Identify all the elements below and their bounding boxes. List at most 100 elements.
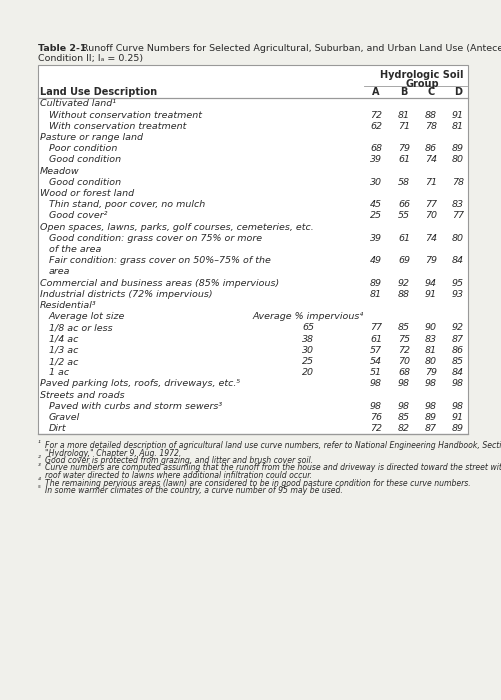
Text: Residential³: Residential³ bbox=[40, 301, 96, 310]
Text: "Hydrology," Chapter 9, Aug. 1972.: "Hydrology," Chapter 9, Aug. 1972. bbox=[45, 449, 181, 458]
Text: 51: 51 bbox=[369, 368, 381, 377]
Text: The remaining pervious areas (lawn) are considered to be in good pasture conditi: The remaining pervious areas (lawn) are … bbox=[45, 479, 470, 487]
Text: 86: 86 bbox=[451, 346, 463, 355]
Text: 54: 54 bbox=[369, 357, 381, 366]
Text: ¹: ¹ bbox=[38, 441, 41, 447]
Text: Commercial and business areas (85% impervious): Commercial and business areas (85% imper… bbox=[40, 279, 279, 288]
Text: 1/4 ac: 1/4 ac bbox=[49, 335, 78, 344]
Text: Wood or forest land: Wood or forest land bbox=[40, 189, 134, 198]
Text: Group: Group bbox=[404, 79, 438, 89]
Text: 98: 98 bbox=[424, 402, 436, 411]
Text: Table 2-1: Table 2-1 bbox=[38, 44, 86, 53]
Text: 30: 30 bbox=[369, 178, 381, 187]
Text: 80: 80 bbox=[451, 155, 463, 164]
Text: 88: 88 bbox=[424, 111, 436, 120]
Text: 87: 87 bbox=[451, 335, 463, 344]
Text: 30: 30 bbox=[302, 346, 313, 355]
Text: 85: 85 bbox=[397, 413, 409, 422]
Text: A: A bbox=[372, 87, 379, 97]
Text: Average % impervious⁴: Average % impervious⁴ bbox=[252, 312, 363, 321]
Text: 70: 70 bbox=[397, 357, 409, 366]
Text: 1 ac: 1 ac bbox=[49, 368, 69, 377]
Text: Pasture or range land: Pasture or range land bbox=[40, 133, 143, 142]
Text: 70: 70 bbox=[424, 211, 436, 220]
Text: Land Use Description: Land Use Description bbox=[40, 87, 157, 97]
Text: 89: 89 bbox=[369, 279, 381, 288]
Text: 98: 98 bbox=[369, 402, 381, 411]
Text: 78: 78 bbox=[451, 178, 463, 187]
Text: 1/8 ac or less: 1/8 ac or less bbox=[49, 323, 112, 332]
Text: 72: 72 bbox=[369, 111, 381, 120]
Text: 98: 98 bbox=[369, 379, 381, 389]
Text: 98: 98 bbox=[451, 402, 463, 411]
Text: area: area bbox=[49, 267, 70, 276]
Text: Without conservation treatment: Without conservation treatment bbox=[49, 111, 201, 120]
Text: 95: 95 bbox=[451, 279, 463, 288]
Text: 98: 98 bbox=[424, 379, 436, 389]
Text: For a more detailed description of agricultural land use curve numbers, refer to: For a more detailed description of agric… bbox=[45, 441, 501, 450]
Text: 77: 77 bbox=[424, 200, 436, 209]
Text: 85: 85 bbox=[451, 357, 463, 366]
Text: ³: ³ bbox=[38, 463, 41, 470]
Text: 92: 92 bbox=[397, 279, 409, 288]
Text: Paved parking lots, roofs, driveways, etc.⁵: Paved parking lots, roofs, driveways, et… bbox=[40, 379, 239, 389]
Text: 76: 76 bbox=[369, 413, 381, 422]
Text: 1/3 ac: 1/3 ac bbox=[49, 346, 78, 355]
Text: Hydrologic Soil: Hydrologic Soil bbox=[379, 70, 463, 80]
Text: 39: 39 bbox=[369, 234, 381, 243]
Text: 78: 78 bbox=[424, 122, 436, 131]
Text: With conservation treatment: With conservation treatment bbox=[49, 122, 186, 131]
Text: 87: 87 bbox=[424, 424, 436, 433]
Text: 81: 81 bbox=[424, 346, 436, 355]
Text: 20: 20 bbox=[302, 368, 313, 377]
Text: 83: 83 bbox=[424, 335, 436, 344]
Text: 61: 61 bbox=[397, 234, 409, 243]
Text: ⁴: ⁴ bbox=[38, 479, 41, 484]
Text: 72: 72 bbox=[397, 346, 409, 355]
Text: 92: 92 bbox=[451, 323, 463, 332]
Text: ²: ² bbox=[38, 456, 41, 462]
Text: of the area: of the area bbox=[49, 245, 101, 254]
Text: 77: 77 bbox=[369, 323, 381, 332]
Text: Open spaces, lawns, parks, golf courses, cemeteries, etc.: Open spaces, lawns, parks, golf courses,… bbox=[40, 223, 313, 232]
Text: 83: 83 bbox=[451, 200, 463, 209]
Text: 68: 68 bbox=[369, 144, 381, 153]
Text: Industrial districts (72% impervious): Industrial districts (72% impervious) bbox=[40, 290, 212, 299]
Text: 90: 90 bbox=[424, 323, 436, 332]
Text: 77: 77 bbox=[451, 211, 463, 220]
Text: Runoff Curve Numbers for Selected Agricultural, Suburban, and Urban Land Use (An: Runoff Curve Numbers for Selected Agricu… bbox=[76, 44, 501, 53]
Text: 79: 79 bbox=[424, 256, 436, 265]
Text: 25: 25 bbox=[302, 357, 313, 366]
Text: D: D bbox=[453, 87, 461, 97]
Text: Streets and roads: Streets and roads bbox=[40, 391, 124, 400]
Text: 81: 81 bbox=[451, 122, 463, 131]
Text: Curve numbers are computed assuming that the runoff from the house and driveway : Curve numbers are computed assuming that… bbox=[45, 463, 501, 473]
Text: 38: 38 bbox=[302, 335, 313, 344]
Text: 71: 71 bbox=[397, 122, 409, 131]
Text: 79: 79 bbox=[397, 144, 409, 153]
Text: 89: 89 bbox=[451, 424, 463, 433]
Text: 74: 74 bbox=[424, 155, 436, 164]
Text: 81: 81 bbox=[397, 111, 409, 120]
Text: ⁵: ⁵ bbox=[38, 486, 41, 492]
Text: 62: 62 bbox=[369, 122, 381, 131]
Text: 82: 82 bbox=[397, 424, 409, 433]
Text: 85: 85 bbox=[397, 323, 409, 332]
Text: Poor condition: Poor condition bbox=[49, 144, 117, 153]
Text: 61: 61 bbox=[397, 155, 409, 164]
Text: Meadow: Meadow bbox=[40, 167, 80, 176]
Text: 80: 80 bbox=[424, 357, 436, 366]
Text: 68: 68 bbox=[397, 368, 409, 377]
Text: 69: 69 bbox=[397, 256, 409, 265]
Text: Good condition: Good condition bbox=[49, 178, 121, 187]
Text: 98: 98 bbox=[451, 379, 463, 389]
Text: 80: 80 bbox=[451, 234, 463, 243]
Text: 91: 91 bbox=[451, 413, 463, 422]
Text: 75: 75 bbox=[397, 335, 409, 344]
Text: 89: 89 bbox=[451, 144, 463, 153]
Text: 45: 45 bbox=[369, 200, 381, 209]
Text: 25: 25 bbox=[369, 211, 381, 220]
Text: Good cover²: Good cover² bbox=[49, 211, 107, 220]
Text: Thin stand, poor cover, no mulch: Thin stand, poor cover, no mulch bbox=[49, 200, 205, 209]
Text: 49: 49 bbox=[369, 256, 381, 265]
